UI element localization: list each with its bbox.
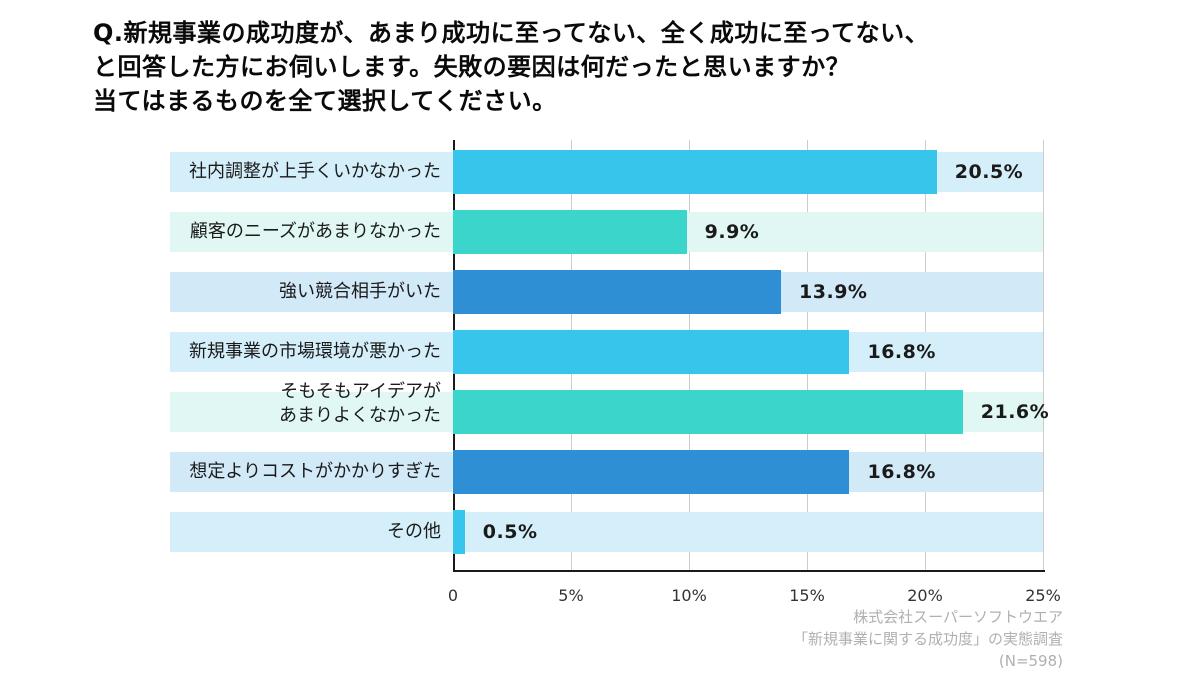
category-label: 想定よりコストがかかりすぎた (189, 461, 441, 482)
value-label: 16.8% (867, 461, 936, 483)
value-label: 0.5% (482, 521, 538, 543)
x-tick-label: 10% (671, 586, 707, 605)
bar (453, 210, 687, 254)
category-label: 社内調整が上手くいかなかった (189, 161, 441, 182)
x-tick-label: 15% (789, 586, 825, 605)
value-label: 13.9% (799, 281, 868, 303)
bar (453, 150, 937, 194)
bar-chart: 社内調整が上手くいかなかった 20.5% 顧客のニーズがあまりなかった 9.9% 強い競… (170, 140, 1061, 605)
value-label: 20.5% (954, 161, 1024, 183)
source-attribution: 株式会社スーパーソフトウエア 「新規事業に関する成功度」の実態調査 (N=598… (792, 608, 1063, 670)
bar-row: 社内調整が上手くいかなかった 20.5% (170, 150, 1043, 194)
bar (453, 330, 850, 374)
row-band (170, 512, 1043, 552)
gridline-25% (1043, 140, 1044, 572)
value-label: 21.6% (980, 401, 1050, 423)
x-axis-line (453, 570, 1045, 572)
category-label: 新規事業の市場環境が悪かった (189, 341, 441, 362)
bar-row: 新規事業の市場環境が悪かった 16.8% (170, 330, 1043, 374)
bar (453, 450, 850, 494)
category-label: 強い競合相手がいた (279, 281, 441, 302)
x-tick-label: 5% (558, 586, 584, 605)
bar-row: 顧客のニーズがあまりなかった 9.9% (170, 210, 1043, 254)
value-label: 9.9% (704, 221, 760, 243)
value-label: 16.8% (867, 341, 936, 363)
category-label: そもそもアイデアが あまりよくなかった (279, 381, 441, 426)
bar (453, 270, 782, 314)
x-tick-label: 20% (907, 586, 943, 605)
question-title: Q.新規事業の成功度が、あまり成功に至ってない、全く成功に至ってない、 と回答し… (93, 19, 930, 115)
bar-row: 強い競合相手がいた 13.9% (170, 270, 1043, 314)
bar-rows: 社内調整が上手くいかなかった 20.5% 顧客のニーズがあまりなかった 9.9% 強い競… (170, 150, 1049, 572)
bar (453, 510, 465, 554)
x-tick-label: 0 (447, 586, 459, 605)
bar (453, 390, 963, 434)
bar-row: その他 0.5% (170, 510, 1043, 554)
category-label: 顧客のニーズがあまりなかった (189, 221, 441, 242)
bar-row: そもそもアイデアが あまりよくなかった 21.6% (170, 381, 1049, 434)
category-label: その他 (387, 521, 441, 542)
x-tick-label: 25% (1025, 586, 1061, 605)
bar-row: 想定よりコストがかかりすぎた 16.8% (170, 450, 1043, 494)
